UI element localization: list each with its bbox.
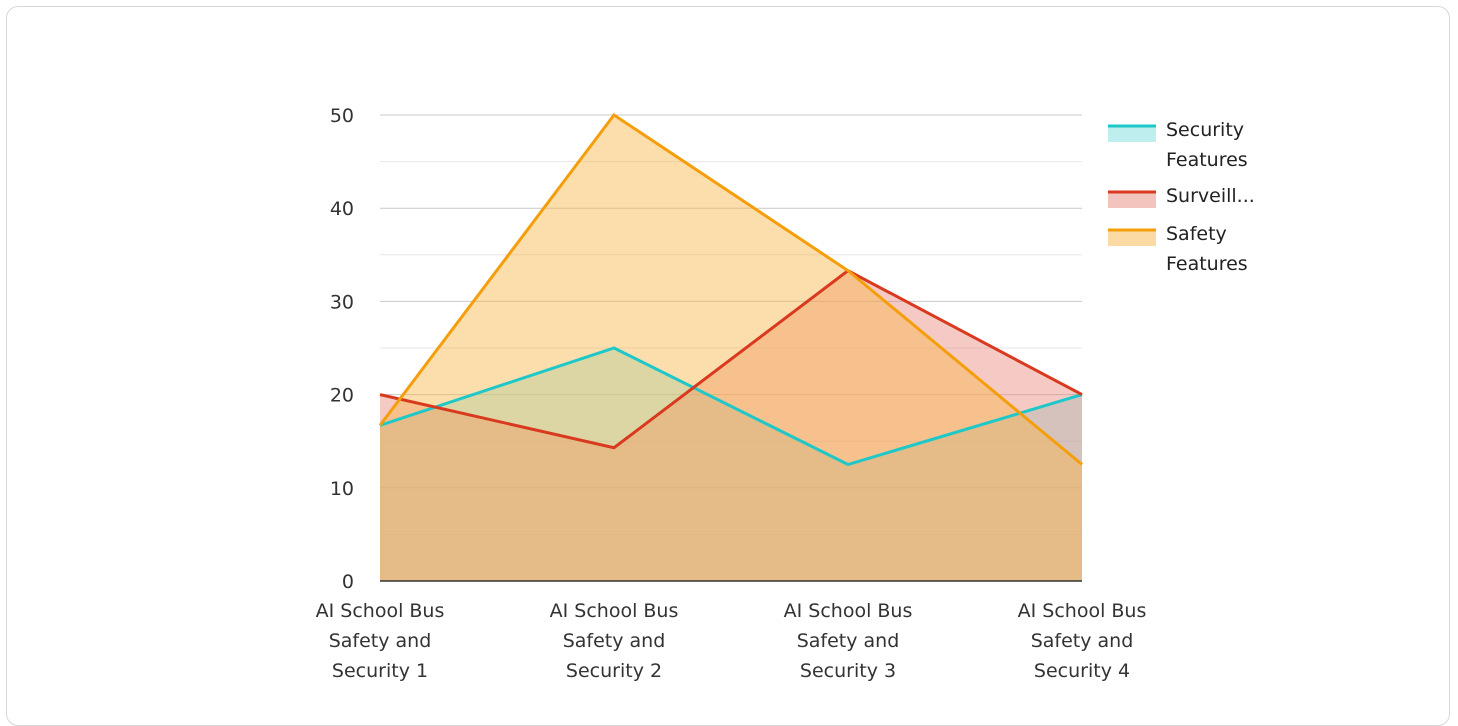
series-areas [380, 115, 1082, 581]
x-tick-label: AI School Bus Safety and Security 4 [1018, 600, 1147, 682]
legend-item-1[interactable]: Security Features [1108, 119, 1248, 171]
area-chart: 0 10 20 30 40 50 AI School Bus Safety and Securi… [316, 105, 1255, 682]
legend-label: Security Features [1166, 119, 1248, 171]
axes: 0 10 20 30 40 50 AI School Bus Safety and Securi… [316, 105, 1147, 682]
y-tick-label: 10 [330, 478, 354, 500]
series-area-1 [380, 348, 1082, 581]
gridlines [380, 114, 1082, 535]
legend-swatch [1108, 230, 1156, 246]
chart-card [6, 6, 1450, 726]
legend-swatch [1108, 126, 1156, 142]
y-tick-label: 30 [330, 291, 354, 313]
series-lines [378, 112, 1083, 467]
legend[interactable]: Security Features Surveill... Safety Feature… [1108, 119, 1255, 275]
y-tick-label: 40 [330, 198, 354, 220]
x-tick-label: AI School Bus Safety and Security 2 [550, 600, 679, 682]
y-tick-label: 50 [330, 105, 354, 127]
series-line-3[interactable] [378, 112, 1083, 466]
y-tick-label: 20 [330, 385, 354, 407]
series-line-2[interactable] [379, 268, 1083, 450]
y-tick-label: 0 [342, 571, 354, 593]
legend-label: Surveill... [1166, 185, 1255, 207]
legend-label: Safety Features [1166, 223, 1248, 275]
series-area-2 [380, 270, 1082, 581]
legend-item-3[interactable]: Safety Features [1108, 223, 1248, 275]
legend-swatch [1108, 192, 1156, 208]
series-area-3 [380, 115, 1082, 581]
legend-item-2[interactable]: Surveill... [1108, 185, 1255, 208]
x-tick-label: AI School Bus Safety and Security 3 [784, 600, 913, 682]
series-line-1[interactable] [379, 346, 1083, 467]
x-tick-label: AI School Bus Safety and Security 1 [316, 600, 445, 682]
